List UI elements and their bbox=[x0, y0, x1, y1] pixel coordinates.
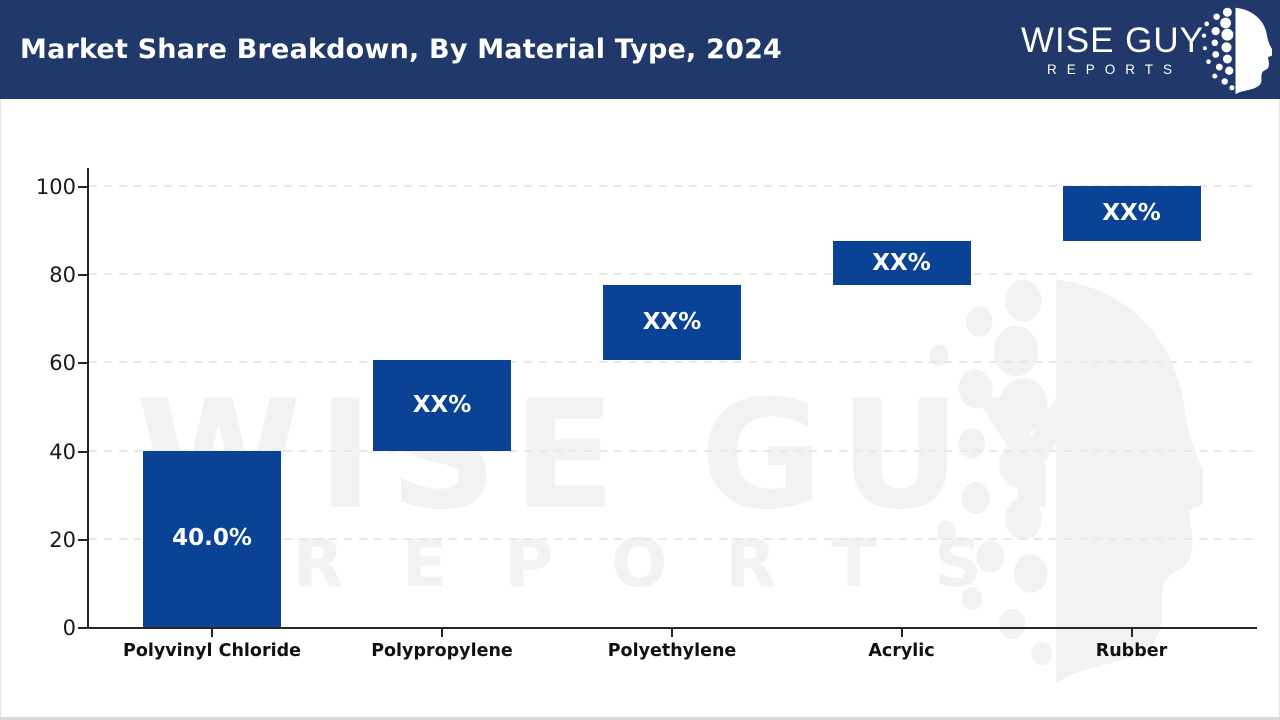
header-bar: Market Share Breakdown, By Material Type… bbox=[0, 0, 1280, 99]
y-tick-label-0: 0 bbox=[62, 616, 76, 640]
gridline-40 bbox=[89, 449, 1254, 452]
x-tick-3 bbox=[671, 629, 673, 637]
y-axis-line bbox=[87, 168, 89, 629]
x-axis-line bbox=[87, 627, 1257, 629]
category-label-4: Acrylic bbox=[868, 641, 935, 661]
bottom-strip bbox=[0, 717, 1280, 720]
logo-subtext: REPORTS bbox=[1046, 61, 1182, 77]
watermark-face-profile-icon bbox=[919, 279, 1203, 682]
gridline-80 bbox=[89, 273, 1254, 276]
category-label-3: Polyethylene bbox=[607, 641, 737, 661]
watermark-subtext: REPORTS bbox=[293, 525, 1040, 602]
gridline-100 bbox=[89, 185, 1254, 187]
bar-polypropylene: XX% bbox=[373, 360, 511, 451]
y-tick-label-100: 100 bbox=[35, 175, 76, 199]
category-label-1: Polyvinyl Chloride bbox=[123, 641, 301, 661]
bar-polyethylene: XX% bbox=[603, 285, 741, 361]
bar-rubber: XX% bbox=[1062, 186, 1201, 242]
bar-acrylic: XX% bbox=[832, 241, 971, 286]
x-tick-4 bbox=[900, 629, 903, 637]
category-label-5: Rubber bbox=[1095, 641, 1168, 661]
y-tick-60 bbox=[78, 362, 87, 365]
y-tick-label-20: 20 bbox=[49, 527, 76, 552]
x-tick-2 bbox=[441, 629, 443, 637]
logo-text: WISE GUY REPORTS bbox=[1021, 23, 1204, 77]
y-tick-label-40: 40 bbox=[49, 439, 76, 464]
x-tick-5 bbox=[1130, 629, 1133, 637]
wise-guy-reports-logo: WISE GUY REPORTS bbox=[1021, 0, 1272, 99]
y-tick-100 bbox=[78, 186, 87, 188]
bar-polyvinyl-chloride: 40.0% bbox=[143, 450, 281, 627]
logo-wordmark: WISE GUY bbox=[1020, 20, 1204, 60]
bar-value-label: 40.0% bbox=[172, 525, 252, 552]
y-tick-80 bbox=[78, 274, 87, 277]
chart-title: Market Share Breakdown, By Material Type… bbox=[20, 34, 783, 65]
bar-value-label: XX% bbox=[1102, 200, 1161, 227]
y-tick-40 bbox=[78, 450, 87, 453]
y-tick-label-80: 80 bbox=[49, 263, 76, 288]
bar-value-label: XX% bbox=[642, 309, 702, 336]
chart-canvas: WISE GUY REPORTS 0 20 40 60 80 100 40.0% Polyvi… bbox=[0, 99, 1280, 720]
category-label-2: Polypropylene bbox=[371, 641, 513, 661]
bar-value-label: XX% bbox=[412, 391, 472, 418]
gridline-20 bbox=[89, 537, 1254, 540]
bar-value-label: XX% bbox=[872, 249, 931, 276]
y-tick-label-60: 60 bbox=[49, 351, 76, 376]
gridline-60 bbox=[89, 361, 1254, 364]
dotted-face-profile-icon bbox=[1201, 7, 1272, 94]
y-tick-0 bbox=[78, 627, 87, 629]
x-tick-1 bbox=[211, 629, 213, 637]
y-tick-20 bbox=[78, 538, 87, 541]
